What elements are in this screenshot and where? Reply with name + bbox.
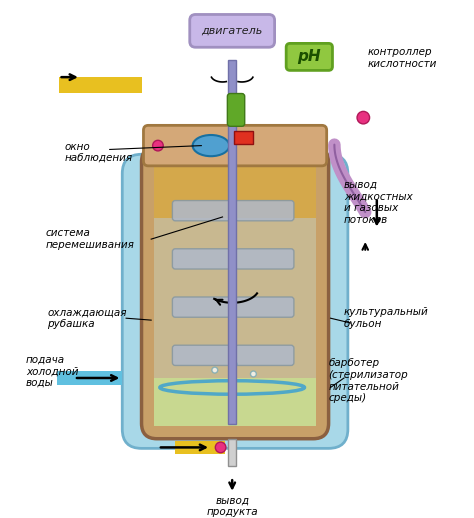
Text: pH: pH: [298, 49, 321, 64]
FancyBboxPatch shape: [190, 15, 274, 47]
Bar: [154, 159, 316, 218]
Text: контроллер
кислотности: контроллер кислотности: [367, 47, 437, 69]
FancyBboxPatch shape: [235, 200, 294, 221]
Bar: [228, 439, 236, 466]
Bar: [154, 218, 316, 378]
Ellipse shape: [357, 111, 370, 124]
Bar: [57, 371, 122, 385]
Ellipse shape: [250, 371, 256, 377]
FancyBboxPatch shape: [144, 125, 327, 166]
Text: вывод
продукта: вывод продукта: [206, 496, 258, 517]
FancyBboxPatch shape: [173, 345, 231, 366]
FancyBboxPatch shape: [122, 154, 348, 449]
Bar: [59, 77, 142, 93]
Bar: [175, 441, 226, 454]
FancyBboxPatch shape: [286, 44, 332, 70]
Text: подача
холодной
воды: подача холодной воды: [26, 355, 78, 388]
FancyBboxPatch shape: [173, 200, 231, 221]
Text: охлаждающая
рубашка: охлаждающая рубашка: [47, 307, 127, 329]
Bar: [234, 131, 254, 143]
Ellipse shape: [153, 140, 163, 151]
Ellipse shape: [231, 362, 237, 367]
Bar: [154, 378, 316, 426]
Text: барботер
(стерилизатор
питательной
среды): барботер (стерилизатор питательной среды…: [328, 358, 409, 404]
Bar: [228, 60, 236, 424]
FancyBboxPatch shape: [173, 249, 231, 269]
Text: культуральный
бульон: культуральный бульон: [344, 307, 429, 329]
Text: двигатель: двигатель: [201, 26, 263, 36]
Ellipse shape: [192, 135, 229, 156]
FancyBboxPatch shape: [173, 297, 231, 317]
Ellipse shape: [215, 442, 226, 453]
FancyBboxPatch shape: [142, 147, 328, 439]
FancyBboxPatch shape: [235, 297, 294, 317]
FancyBboxPatch shape: [235, 249, 294, 269]
Ellipse shape: [212, 367, 218, 373]
Text: система
перемешивания: система перемешивания: [45, 228, 134, 250]
FancyBboxPatch shape: [228, 94, 245, 126]
Text: окно
наблюдения: окно наблюдения: [64, 141, 133, 163]
FancyBboxPatch shape: [235, 345, 294, 366]
Text: вывод
жидкостных
и газовых
потоков: вывод жидкостных и газовых потоков: [344, 180, 413, 225]
